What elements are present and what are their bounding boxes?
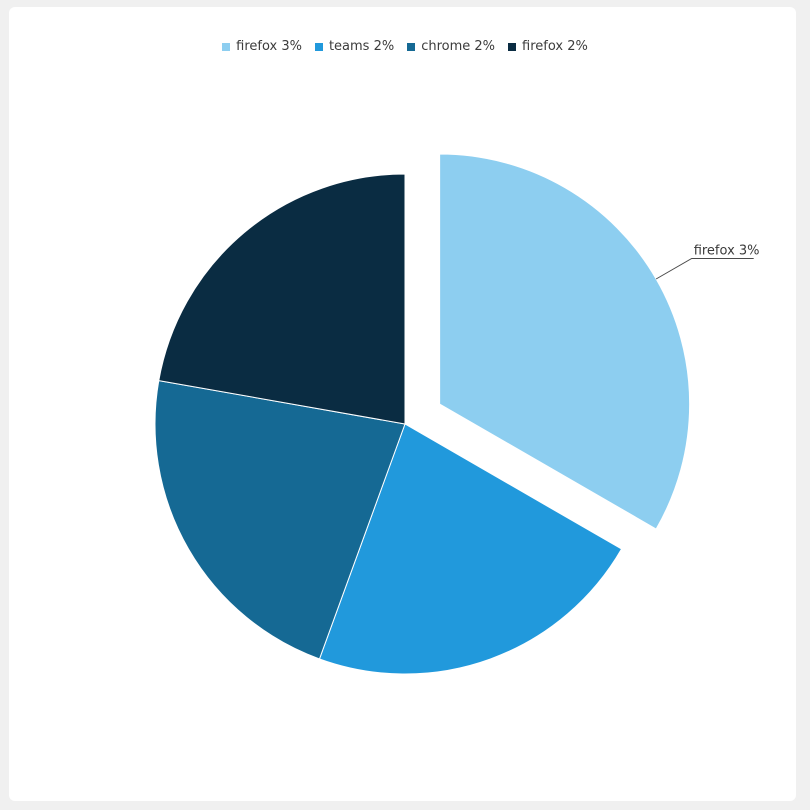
legend-item-2[interactable]: teams 2% [314, 39, 395, 54]
chart-legend: firefox 3% teams 2% chrome 2% firefox 2% [0, 40, 810, 53]
pie-slice-4[interactable] [158, 173, 406, 425]
annotation-label: firefox 3% [694, 244, 760, 259]
legend-swatch-icon [407, 42, 416, 51]
legend-label: firefox 2% [522, 39, 588, 54]
legend-item-1[interactable]: firefox 3% [222, 40, 302, 53]
pie-slice-3[interactable] [154, 380, 406, 660]
pie-slice-2[interactable] [318, 423, 623, 675]
annotation-leader-line [655, 258, 754, 280]
legend-swatch-icon [508, 42, 517, 51]
legend-item-4[interactable]: firefox 2% [508, 40, 588, 53]
legend-label: chrome 2% [421, 39, 496, 54]
legend-label: teams 2% [328, 39, 395, 54]
legend-item-3[interactable]: chrome 2% [407, 40, 495, 53]
legend-swatch-icon [314, 42, 323, 51]
legend-swatch-icon [222, 42, 231, 51]
legend-label: firefox 3% [236, 39, 302, 54]
